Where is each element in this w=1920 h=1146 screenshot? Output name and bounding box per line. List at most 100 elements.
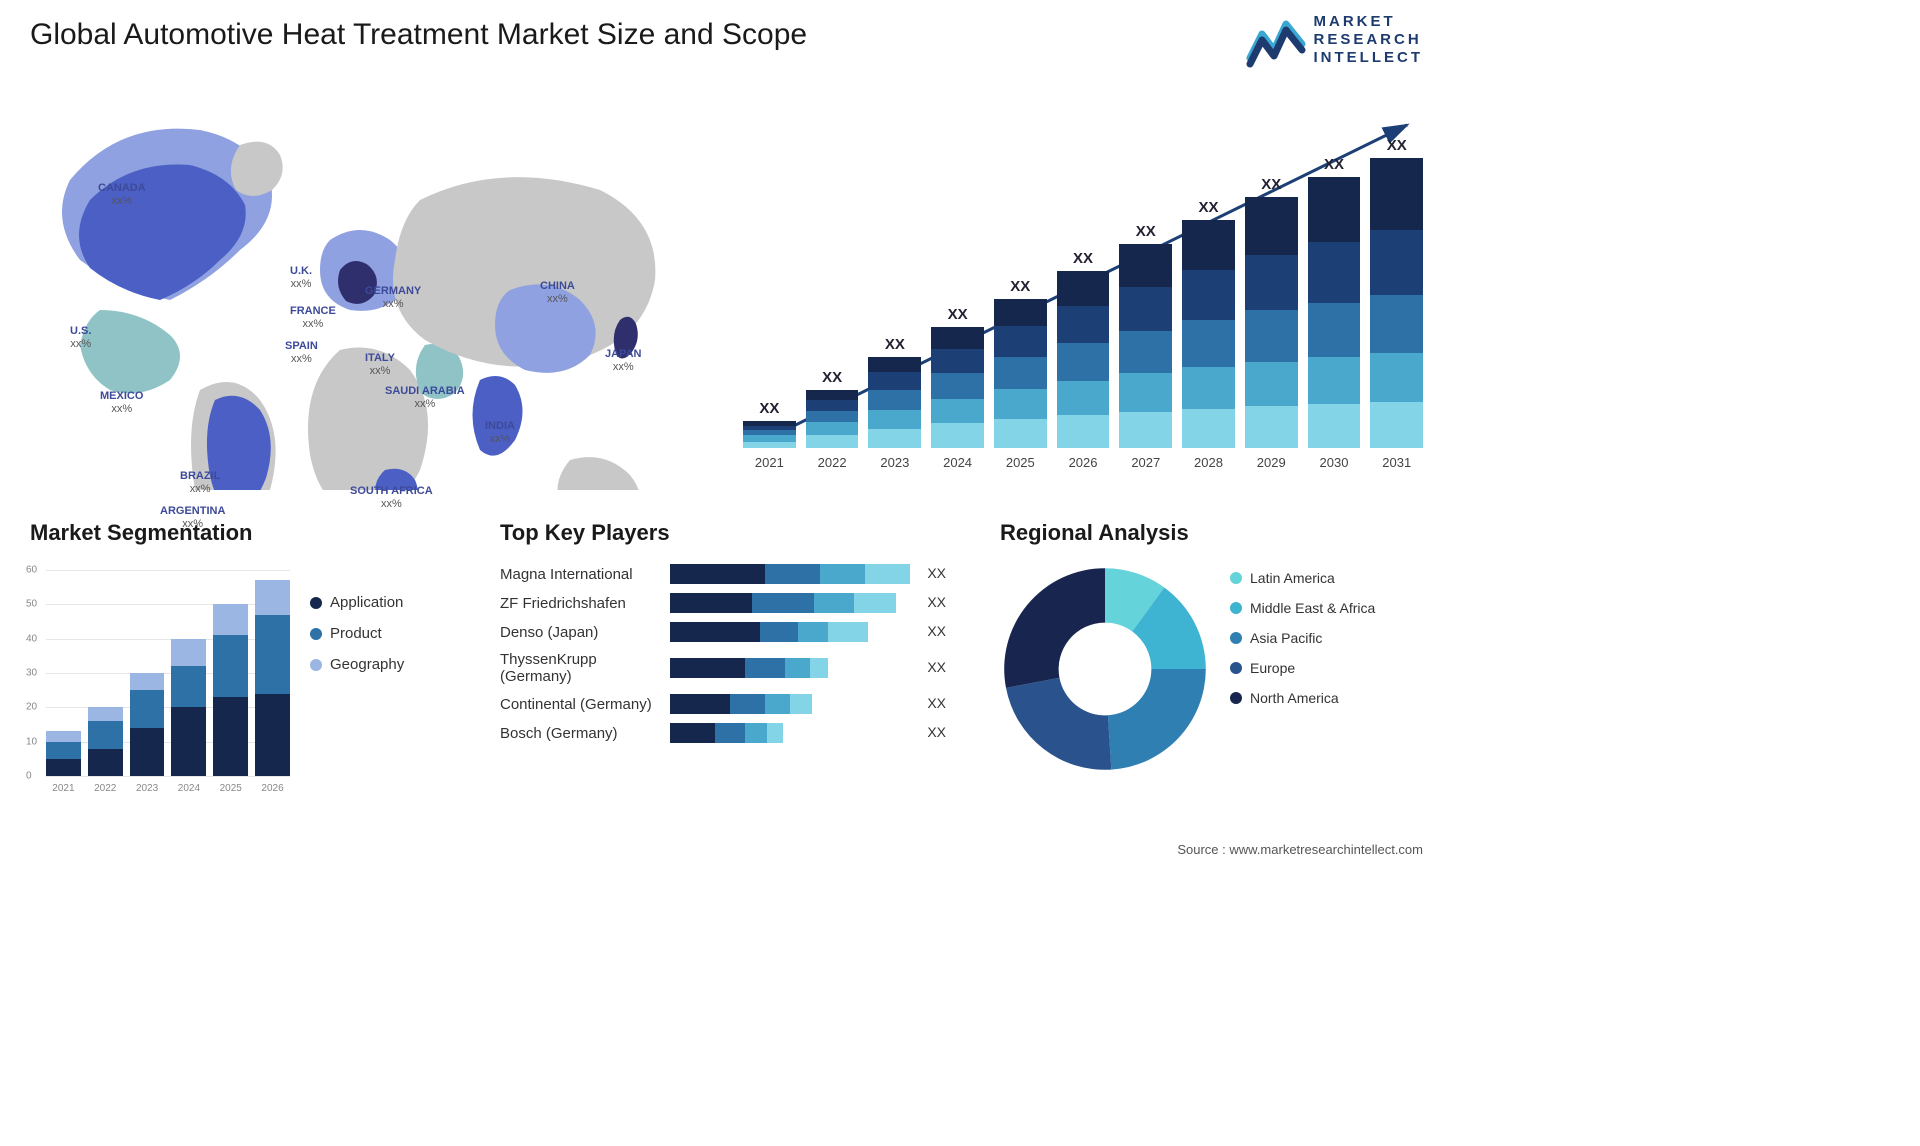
reg-legend-dot (1230, 662, 1242, 674)
seg-bar-segment (171, 707, 206, 776)
kp-bar-segment (760, 622, 798, 642)
growth-x-label: 2024 (931, 455, 984, 470)
seg-y-tick: 20 (26, 702, 37, 713)
growth-bar-segment (806, 400, 859, 411)
logo-line-2: RESEARCH (1314, 31, 1424, 49)
logo: MARKET RESEARCH INTELLECT (1246, 10, 1424, 70)
seg-bar-segment (213, 697, 248, 776)
growth-bar-segment (806, 390, 859, 400)
segmentation-chart: 0102030405060202120222023202420252026 (30, 564, 290, 794)
growth-bar-segment (806, 435, 859, 448)
kp-name: ZF Friedrichshafen (500, 595, 670, 612)
kp-row: ThyssenKrupp (Germany)XX (500, 651, 960, 685)
growth-bar-segment (994, 326, 1047, 357)
kp-row: ZF FriedrichshafenXX (500, 593, 960, 613)
seg-x-axis: 202120222023202420252026 (46, 783, 290, 794)
kp-bar-segment (670, 658, 745, 678)
growth-bar-segment (868, 372, 921, 390)
reg-legend-label: Asia Pacific (1250, 630, 1322, 646)
growth-bar-segment (1308, 303, 1361, 357)
kp-bar-segment (670, 694, 730, 714)
seg-bar-segment (213, 604, 248, 635)
kp-value: XX (927, 724, 946, 740)
kp-name: Magna International (500, 566, 670, 583)
seg-bar-segment (171, 666, 206, 707)
growth-x-label: 2023 (868, 455, 921, 470)
seg-legend-label: Application (330, 594, 403, 611)
kp-bar-segment (730, 694, 765, 714)
seg-bar-segment (255, 694, 290, 776)
growth-bar-segment (1245, 255, 1298, 310)
growth-bar-value: XX (1010, 278, 1030, 295)
seg-x-label: 2021 (46, 783, 81, 794)
logo-line-1: MARKET (1314, 13, 1424, 31)
growth-bar-segment (1308, 357, 1361, 404)
map-label: FRANCExx% (290, 305, 336, 330)
growth-bar-segment (1057, 306, 1110, 343)
seg-bar-segment (46, 759, 81, 776)
seg-bar-segment (213, 635, 248, 697)
growth-bar-value: XX (822, 369, 842, 386)
growth-bar: XX (1245, 176, 1298, 448)
key-players-section: Top Key Players Magna International XX ZF … (500, 520, 960, 752)
kp-bar-segment (765, 694, 790, 714)
kp-barwrap: XX (670, 658, 910, 678)
growth-bar-segment (1245, 406, 1298, 448)
growth-bar-segment (806, 411, 859, 423)
growth-bar-segment (931, 373, 984, 399)
kp-bar-segment (745, 723, 767, 743)
growth-bar-value: XX (885, 336, 905, 353)
growth-bar-segment (1370, 230, 1423, 295)
growth-bar-segment (868, 429, 921, 448)
reg-legend-label: Latin America (1250, 570, 1335, 586)
growth-bar-value: XX (948, 306, 968, 323)
seg-x-label: 2022 (88, 783, 123, 794)
growth-bar-segment (1182, 220, 1235, 270)
reg-legend-item: Latin America (1230, 570, 1375, 586)
growth-bar: XX (1182, 199, 1235, 448)
growth-bar-segment (1182, 367, 1235, 409)
seg-y-tick: 60 (26, 565, 37, 576)
map-label: ITALYxx% (365, 352, 395, 377)
growth-x-label: 2027 (1119, 455, 1172, 470)
growth-bar-segment (868, 390, 921, 409)
seg-legend-item: Product (310, 625, 404, 642)
seg-legend-dot (310, 597, 322, 609)
growth-bar: XX (806, 369, 859, 448)
growth-bar-segment (1370, 402, 1423, 448)
growth-bar: XX (931, 306, 984, 448)
seg-legend-item: Geography (310, 656, 404, 673)
map-label: U.S.xx% (70, 325, 91, 350)
map-label: SOUTH AFRICAxx% (350, 485, 433, 510)
growth-bar-segment (1182, 270, 1235, 320)
kp-bar-segment (670, 723, 715, 743)
key-players-title: Top Key Players (500, 520, 960, 546)
seg-bar-segment (88, 721, 123, 748)
growth-bar-value: XX (1261, 176, 1281, 193)
seg-bar-segment (46, 742, 81, 759)
map-label: CANADAxx% (98, 182, 146, 207)
growth-bar-value: XX (1073, 250, 1093, 267)
seg-bar (130, 673, 165, 776)
source-text: Source : www.marketresearchintellect.com (1177, 842, 1423, 857)
kp-bar-segment (765, 564, 820, 584)
growth-bar-segment (931, 349, 984, 374)
growth-bar-segment (931, 327, 984, 348)
seg-legend-label: Geography (330, 656, 404, 673)
growth-bar-segment (1370, 353, 1423, 402)
kp-bar-segment (670, 622, 760, 642)
kp-name: ThyssenKrupp (Germany) (500, 651, 670, 685)
donut-hole (1059, 623, 1151, 715)
growth-bar-segment (1308, 242, 1361, 303)
seg-x-label: 2023 (130, 783, 165, 794)
kp-row: Denso (Japan)XX (500, 622, 960, 642)
growth-bar-segment (1119, 287, 1172, 331)
kp-bar-segment (752, 593, 814, 613)
reg-legend-dot (1230, 632, 1242, 644)
regional-donut (1000, 564, 1210, 774)
growth-bar-segment (1370, 158, 1423, 231)
seg-bar (88, 707, 123, 776)
map-label: INDIAxx% (485, 420, 515, 445)
kp-bar-segment (820, 564, 865, 584)
growth-bar-segment (1119, 373, 1172, 411)
